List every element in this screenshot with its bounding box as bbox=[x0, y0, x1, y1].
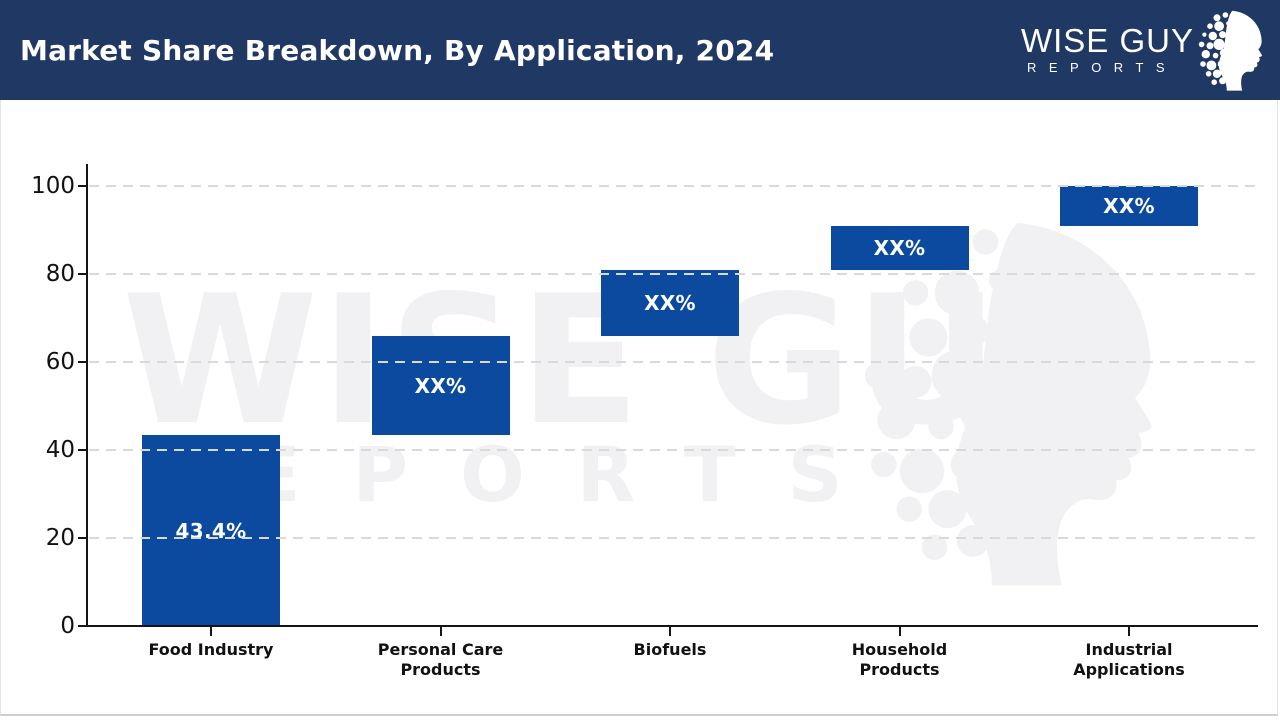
x-axis-label: Biofuels bbox=[633, 640, 707, 659]
header-bar: Market Share Breakdown, By Application, … bbox=[0, 0, 1280, 100]
logo-reports-text: REPORTS bbox=[1026, 60, 1178, 75]
bar-value-label: XX% bbox=[873, 236, 926, 261]
bar: XX% bbox=[830, 226, 969, 271]
y-tick-mark bbox=[78, 273, 87, 275]
gridline bbox=[89, 185, 1256, 187]
bar: 43.4% bbox=[142, 435, 280, 626]
bar-value-label: XX% bbox=[644, 291, 696, 316]
chart-title: Market Share Breakdown, By Application, … bbox=[20, 33, 775, 67]
y-tick-label: 40 bbox=[45, 436, 75, 463]
gridline bbox=[89, 537, 1256, 539]
x-tick-mark bbox=[210, 627, 212, 636]
y-tick-label: 100 bbox=[31, 172, 75, 199]
y-tick-label: 80 bbox=[45, 260, 75, 287]
x-axis-label: Food Industry bbox=[148, 640, 274, 659]
y-tick-label: 0 bbox=[60, 612, 75, 639]
x-axis-spine bbox=[86, 625, 1258, 627]
gridline bbox=[89, 273, 1256, 275]
bar-value-label: XX% bbox=[1103, 194, 1155, 219]
gridline bbox=[89, 361, 1256, 363]
y-tick-mark bbox=[78, 537, 87, 539]
x-tick-mark bbox=[898, 627, 901, 636]
wiseguy-face-icon bbox=[1198, 10, 1262, 91]
x-axis-label: Industrial Applications bbox=[1073, 640, 1185, 679]
y-tick-mark bbox=[78, 361, 87, 363]
y-tick-mark bbox=[78, 449, 87, 451]
x-axis-label: Household Products bbox=[851, 640, 948, 679]
bar: XX% bbox=[1060, 186, 1198, 227]
logo-wordmark: WISE GUY REPORTS bbox=[1021, 24, 1194, 76]
x-axis-label: Personal Care Products bbox=[377, 640, 504, 679]
bar: XX% bbox=[601, 270, 739, 337]
x-tick-mark bbox=[439, 627, 442, 636]
y-tick-mark bbox=[78, 625, 87, 627]
y-axis-spine bbox=[86, 164, 88, 627]
logo-wiseguy-text: WISE GUY bbox=[1020, 22, 1194, 59]
bar-value-label: XX% bbox=[414, 373, 467, 398]
y-tick-mark bbox=[78, 185, 87, 187]
y-tick-label: 20 bbox=[45, 524, 75, 551]
gridline bbox=[89, 449, 1256, 451]
x-tick-mark bbox=[669, 627, 671, 636]
x-tick-mark bbox=[1128, 627, 1130, 636]
y-tick-label: 60 bbox=[45, 348, 75, 375]
bar: XX% bbox=[371, 336, 510, 436]
wiseguy-logo: WISE GUY REPORTS bbox=[1021, 8, 1266, 92]
